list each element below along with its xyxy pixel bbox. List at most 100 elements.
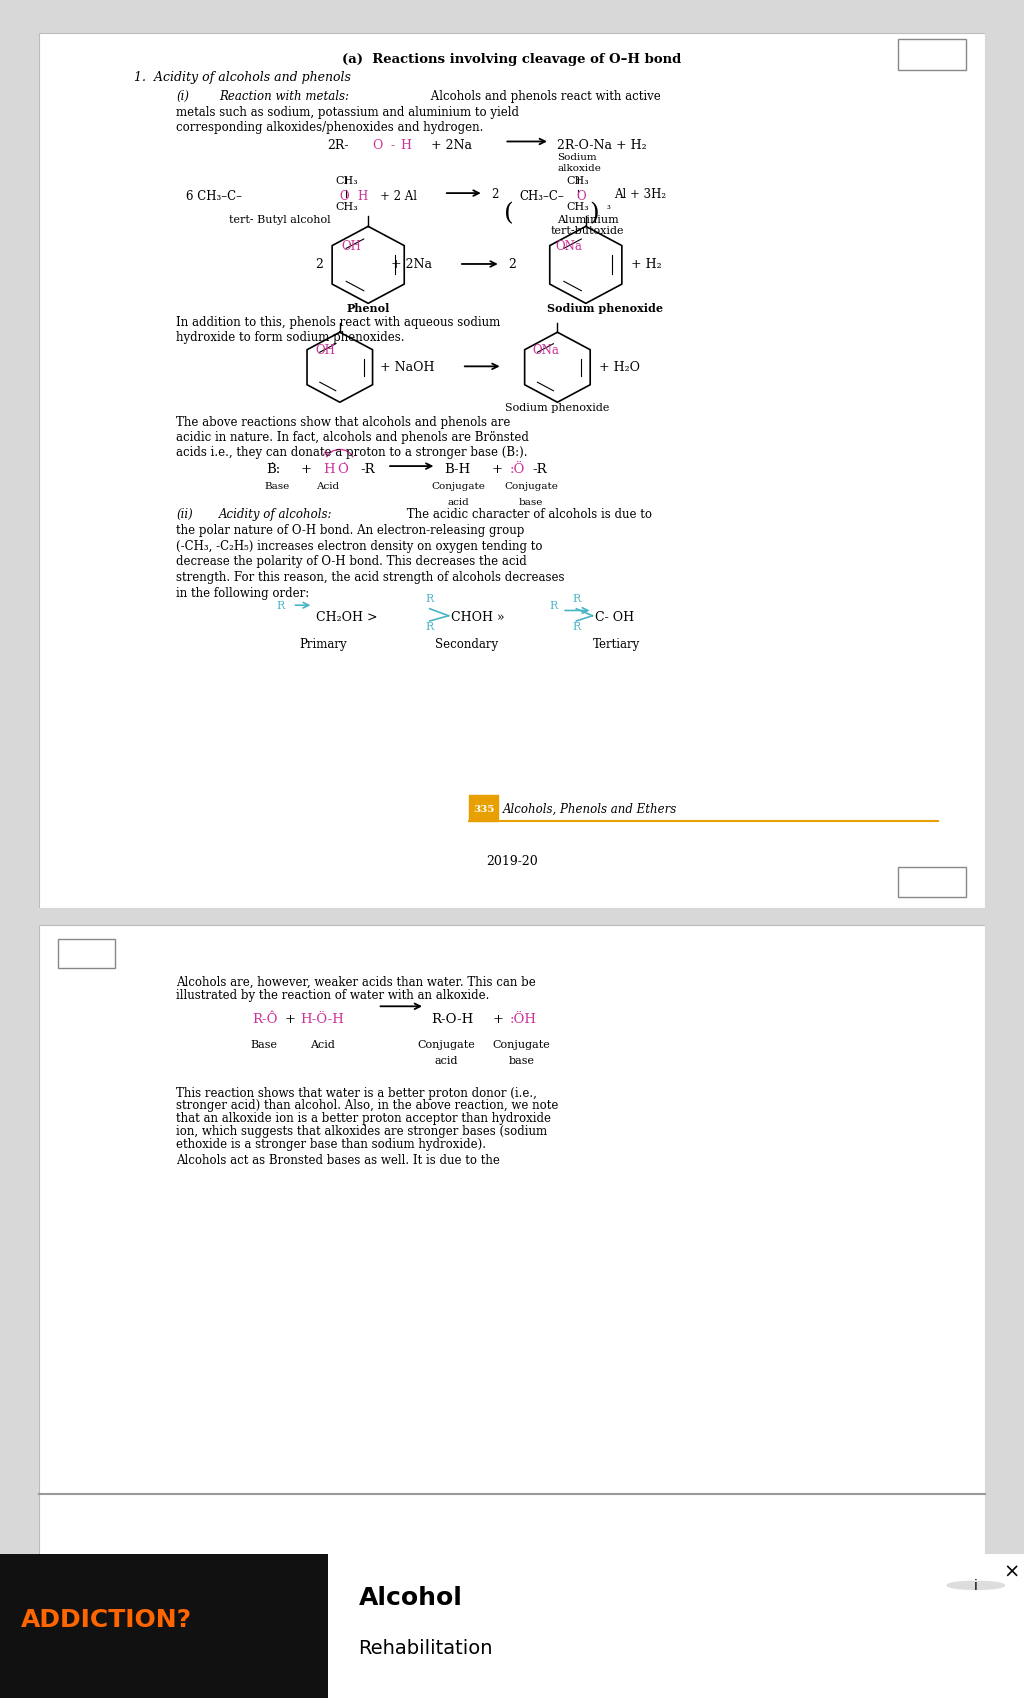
Text: alkoxide: alkoxide [557, 165, 601, 173]
Text: (ii): (ii) [176, 508, 193, 521]
Text: C- OH: C- OH [595, 611, 635, 625]
Text: ONa: ONa [532, 343, 559, 357]
Text: illustrated by the reaction of water with an alkoxide.: illustrated by the reaction of water wit… [176, 988, 489, 1002]
Text: Aluminium: Aluminium [557, 216, 618, 224]
Text: that an alkoxide ion is a better proton acceptor than hydroxide: that an alkoxide ion is a better proton … [176, 1112, 551, 1124]
Text: R: R [426, 594, 434, 603]
Text: O: O [340, 190, 349, 202]
Text: Ȯ: Ȯ [337, 462, 348, 475]
Text: 2: 2 [492, 187, 499, 200]
Text: Alcohols are, however, weaker acids than water. This can be: Alcohols are, however, weaker acids than… [176, 975, 536, 988]
Text: Sodium phenoxide: Sodium phenoxide [505, 402, 609, 413]
Text: Reaction with metals:: Reaction with metals: [219, 90, 349, 104]
FancyBboxPatch shape [469, 796, 498, 822]
Text: CH₃: CH₃ [567, 175, 590, 185]
Text: CH₃–C–: CH₃–C– [519, 190, 564, 202]
Text: R: R [549, 601, 557, 611]
FancyBboxPatch shape [39, 925, 985, 1639]
Text: H: H [400, 139, 412, 151]
Text: 2R-O-Na + H₂: 2R-O-Na + H₂ [557, 139, 647, 151]
Text: H: H [357, 190, 368, 202]
Text: + H₂: + H₂ [631, 258, 662, 272]
Text: ONa: ONa [555, 239, 583, 253]
Text: Alcohols act as Bronsted bases as well. It is due to the: Alcohols act as Bronsted bases as well. … [176, 1153, 500, 1167]
Text: (: ( [505, 202, 514, 224]
Text: Conjugate: Conjugate [504, 482, 558, 491]
FancyBboxPatch shape [57, 939, 115, 968]
Text: R: R [276, 601, 285, 611]
Text: strength. For this reason, the acid strength of alcohols decreases: strength. For this reason, the acid stre… [176, 571, 564, 584]
Text: 2R-: 2R- [328, 139, 349, 151]
Text: Alcohols and phenols react with active: Alcohols and phenols react with active [427, 90, 660, 104]
Text: + H₂O: + H₂O [599, 360, 640, 374]
Text: (-CH₃, -C₂H₅) increases electron density on oxygen tending to: (-CH₃, -C₂H₅) increases electron density… [176, 540, 543, 552]
Text: metals such as sodium, potassium and aluminium to yield: metals such as sodium, potassium and alu… [176, 105, 519, 119]
Text: H: H [323, 462, 335, 475]
Text: Conjugate: Conjugate [431, 482, 485, 491]
Text: O: O [372, 139, 382, 151]
Text: CH₃: CH₃ [335, 202, 357, 212]
Text: Conjugate: Conjugate [417, 1039, 475, 1049]
Text: Acid: Acid [316, 482, 339, 491]
Text: tert-butoxide: tert-butoxide [551, 226, 625, 236]
Text: CH₃: CH₃ [335, 175, 357, 185]
Text: R: R [426, 621, 434, 632]
Text: in the following order:: in the following order: [176, 586, 309, 599]
Text: ethoxide is a stronger base than sodium hydroxide).: ethoxide is a stronger base than sodium … [176, 1138, 486, 1150]
Text: Primary: Primary [299, 637, 346, 650]
FancyBboxPatch shape [898, 868, 967, 898]
FancyBboxPatch shape [328, 1554, 1024, 1698]
Text: 335: 335 [473, 805, 495, 813]
Text: (a)  Reactions involving cleavage of O–H bond: (a) Reactions involving cleavage of O–H … [342, 53, 682, 66]
Text: The above reactions show that alcohols and phenols are: The above reactions show that alcohols a… [176, 416, 511, 430]
Text: This reaction shows that water is a better proton donor (i.e.,: This reaction shows that water is a bett… [176, 1085, 537, 1099]
Text: Conjugate: Conjugate [493, 1039, 550, 1049]
Text: :ÖH: :ÖH [510, 1012, 538, 1026]
Text: decrease the polarity of O-H bond. This decreases the acid: decrease the polarity of O-H bond. This … [176, 555, 527, 569]
Text: + 2Na: + 2Na [427, 139, 472, 151]
Text: +: + [494, 1012, 504, 1026]
Text: CH₃: CH₃ [567, 202, 590, 212]
Text: +: + [492, 462, 502, 475]
Text: -R: -R [360, 462, 375, 475]
Text: base: base [509, 1054, 535, 1065]
Text: acids i.e., they can donate a proton to a stronger base (B:).: acids i.e., they can donate a proton to … [176, 447, 527, 458]
Text: CHOH »: CHOH » [452, 611, 505, 625]
Text: Ḃ:: Ḃ: [266, 462, 281, 475]
Text: +: + [285, 1012, 296, 1026]
Text: Al + 3H₂: Al + 3H₂ [614, 187, 667, 200]
Text: i: i [974, 1579, 978, 1593]
Text: tert- Butyl alcohol: tert- Butyl alcohol [229, 216, 331, 224]
Text: Base: Base [265, 482, 290, 491]
Text: H-Ö-H: H-Ö-H [300, 1012, 344, 1026]
Text: + 2Na: + 2Na [391, 258, 432, 272]
Text: :Ö: :Ö [510, 462, 525, 475]
Text: 2019-20: 2019-20 [486, 854, 538, 868]
Text: stronger acid) than alcohol. Also, in the above reaction, we note: stronger acid) than alcohol. Also, in th… [176, 1099, 558, 1112]
FancyBboxPatch shape [898, 41, 967, 71]
FancyBboxPatch shape [39, 34, 985, 908]
Text: R: R [572, 594, 581, 603]
Circle shape [947, 1581, 1005, 1589]
Text: acid: acid [434, 1054, 458, 1065]
Text: -: - [391, 139, 395, 151]
Text: ADDICTION?: ADDICTION? [20, 1606, 191, 1630]
Text: In addition to this, phenols react with aqueous sodium: In addition to this, phenols react with … [176, 316, 501, 328]
Text: Sodium: Sodium [557, 153, 597, 161]
Text: + NaOH: + NaOH [380, 360, 434, 374]
Text: (i): (i) [176, 90, 189, 104]
Text: Secondary: Secondary [435, 637, 498, 650]
Text: ): ) [590, 202, 599, 224]
Text: acid: acid [447, 498, 469, 506]
Text: hydroxide to form sodium phenoxides.: hydroxide to form sodium phenoxides. [176, 331, 404, 343]
Text: ×: × [1004, 1562, 1020, 1581]
Text: The acidic character of alcohols is due to: The acidic character of alcohols is due … [403, 508, 652, 521]
Text: acidic in nature. In fact, alcohols and phenols are Brönsted: acidic in nature. In fact, alcohols and … [176, 431, 529, 443]
FancyBboxPatch shape [0, 1554, 328, 1698]
Text: Tertiary: Tertiary [593, 637, 640, 650]
Text: Base: Base [251, 1039, 278, 1049]
Text: Rehabilitation: Rehabilitation [358, 1639, 493, 1657]
Text: R: R [572, 621, 581, 632]
Text: Alcohol: Alcohol [358, 1584, 462, 1610]
Text: 6 CH₃–C–: 6 CH₃–C– [185, 190, 242, 202]
